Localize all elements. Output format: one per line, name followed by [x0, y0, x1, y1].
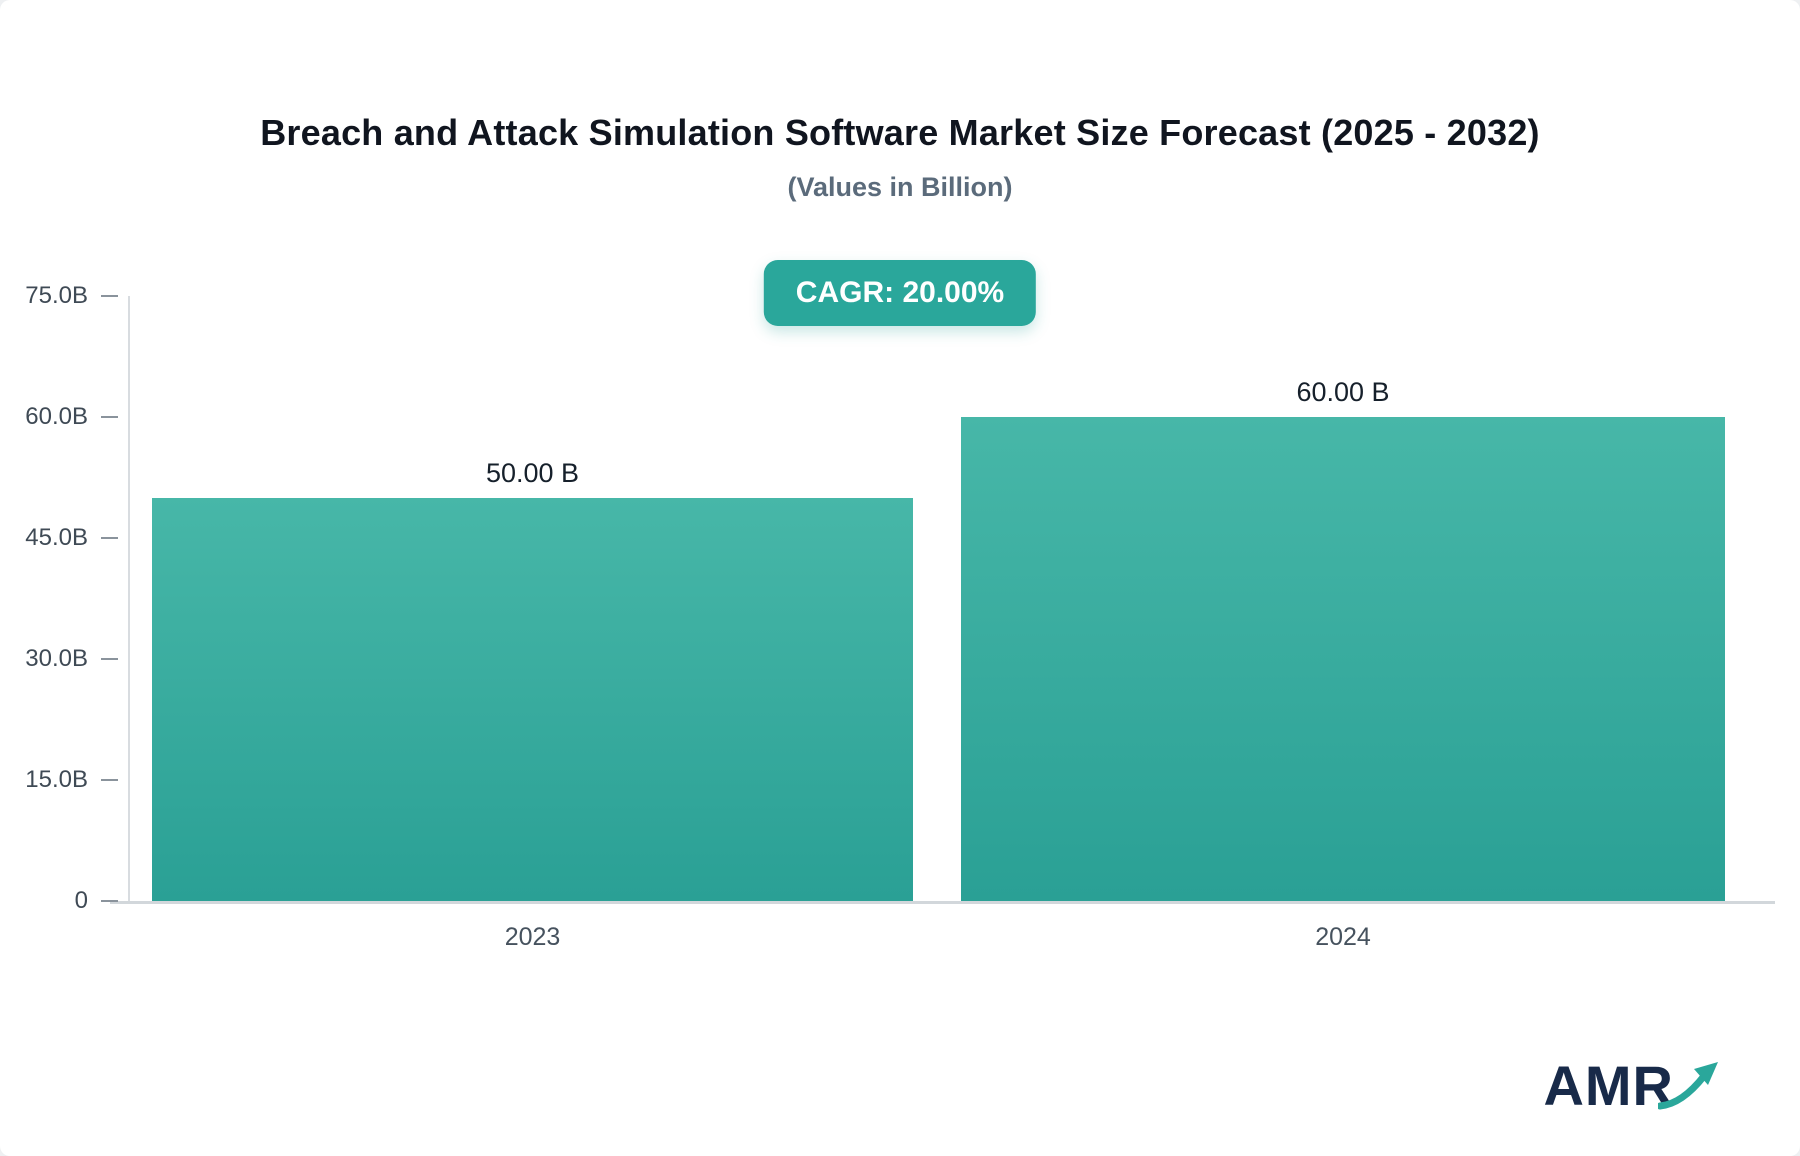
y-tick-label: 75.0B [25, 282, 88, 309]
y-tick-mark [101, 779, 118, 781]
y-tick-mark [101, 658, 118, 660]
bar-value-label: 50.00 B [485, 457, 580, 488]
y-tick-mark [101, 295, 118, 297]
amr-logo-arrow-icon [1658, 1062, 1718, 1110]
amr-logo[interactable]: AMR [1543, 1058, 1720, 1114]
y-tick-label: 15.0B [25, 766, 88, 793]
x-axis-line [110, 901, 1775, 904]
y-tick-label: 30.0B [25, 645, 88, 672]
x-axis-category-label: 2024 [1315, 923, 1371, 951]
y-tick-mark [101, 416, 118, 418]
chart-subtitle: (Values in Billion) [787, 172, 1013, 202]
y-tick-mark [101, 900, 118, 902]
bar-2023[interactable] [152, 497, 913, 901]
y-tick-label: 60.0B [25, 403, 88, 430]
y-tick-label: 0 [74, 887, 88, 914]
bar-value-label: 60.00 B [1296, 377, 1390, 407]
y-tick-mark [101, 537, 118, 539]
y-axis-line [128, 296, 130, 903]
y-tick-label: 45.0B [25, 524, 88, 551]
cagr-badge: CAGR: 20.00% [763, 260, 1037, 326]
x-axis-category-label: 2023 [504, 923, 561, 951]
bar-2024[interactable] [961, 417, 1725, 901]
bar-chart: 75.0B 60.0B 45.0B 30.0B 15.0B 0 50.00 B 2023 60… [0, 284, 1800, 1016]
amr-logo-text: AMR [1543, 1054, 1674, 1117]
chart-title: Breach and Attack Simulation Software Ma… [260, 112, 1540, 153]
